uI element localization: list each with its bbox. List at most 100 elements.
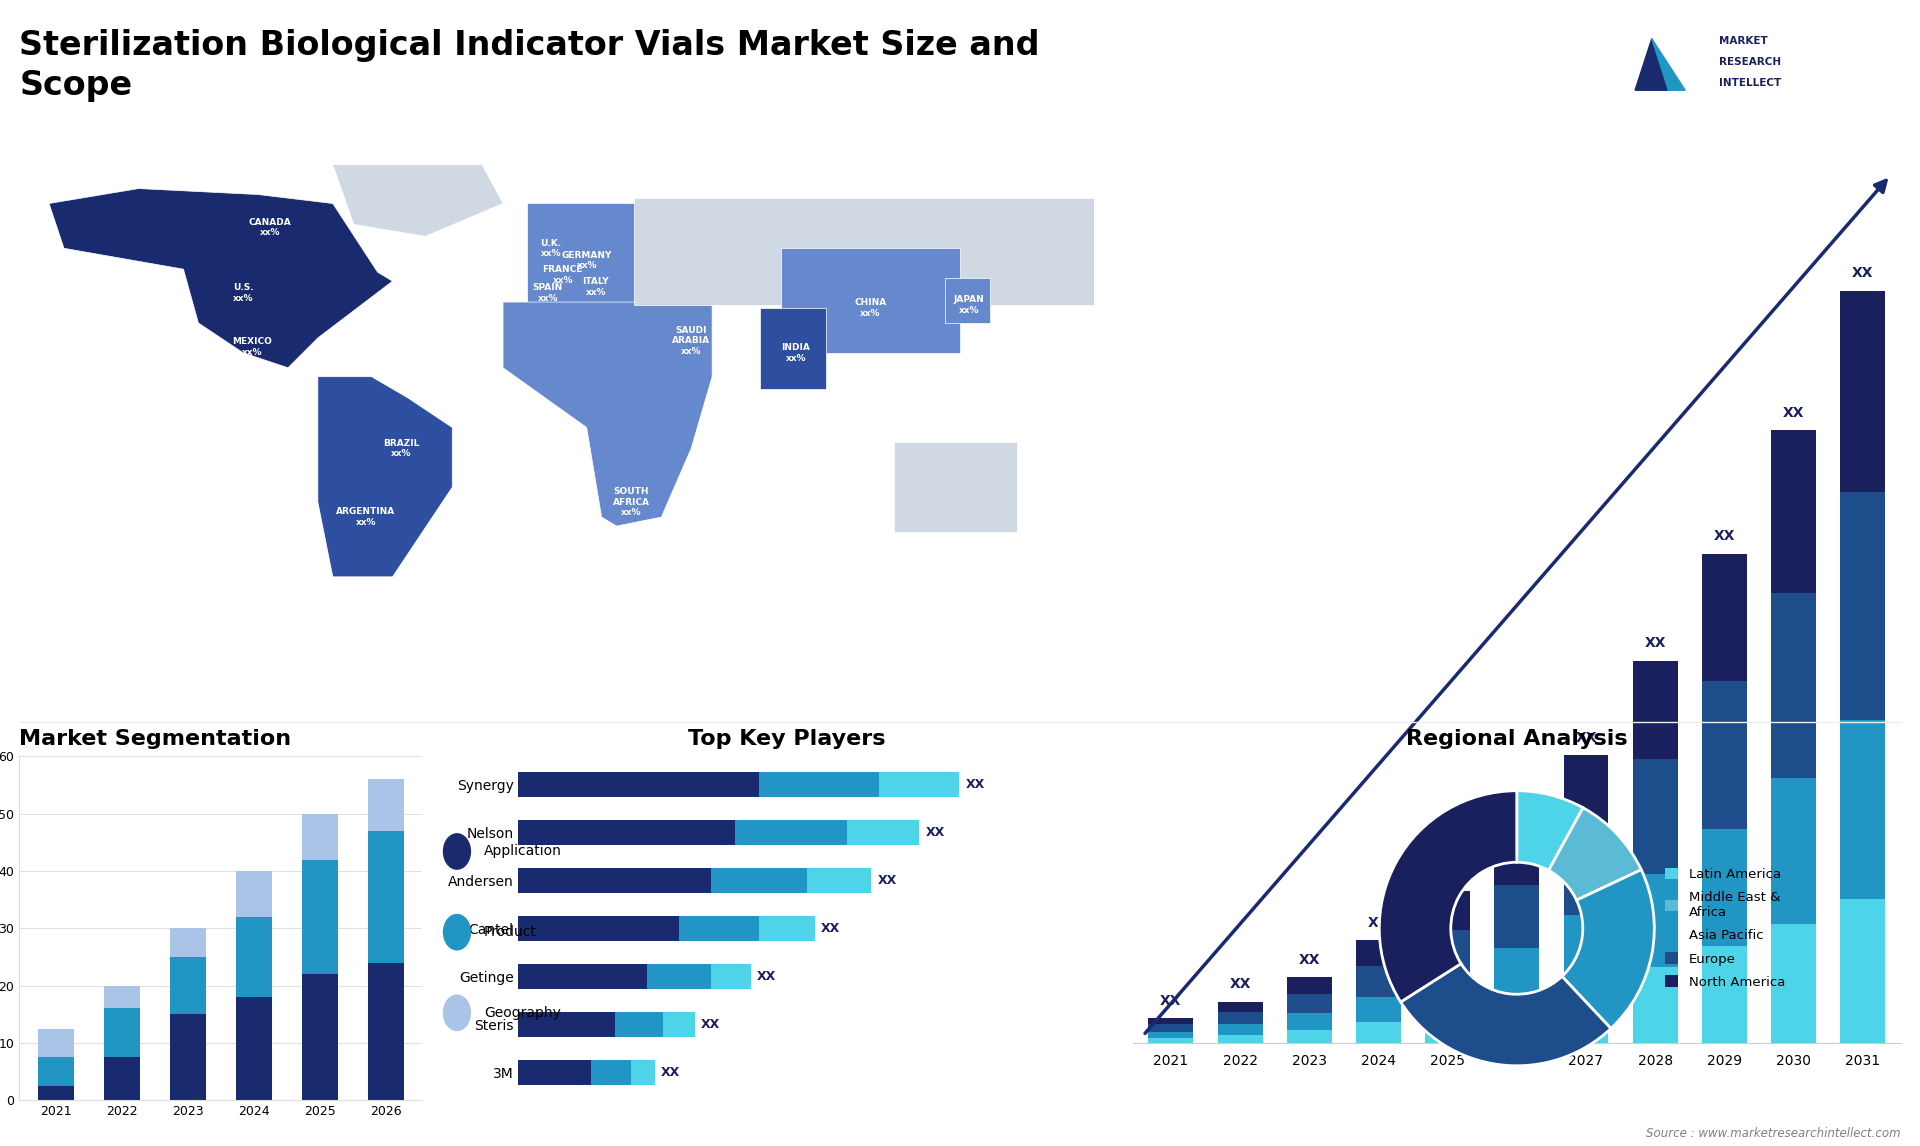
Text: MARKET: MARKET bbox=[1718, 37, 1766, 46]
Bar bbox=[1148, 1031, 1194, 1038]
Bar bbox=[1770, 924, 1816, 1043]
Wedge shape bbox=[1402, 964, 1611, 1066]
Text: XX: XX bbox=[1229, 978, 1250, 991]
Bar bbox=[1563, 755, 1609, 829]
Bar bbox=[1632, 967, 1678, 1043]
Bar bbox=[1148, 1018, 1194, 1025]
Bar bbox=[518, 772, 758, 796]
Text: XX: XX bbox=[877, 873, 897, 887]
Bar bbox=[169, 957, 205, 1014]
Bar bbox=[591, 1060, 630, 1084]
Title: Regional Analysis: Regional Analysis bbox=[1405, 729, 1628, 749]
Bar bbox=[369, 779, 403, 831]
Text: Market Segmentation: Market Segmentation bbox=[19, 729, 292, 749]
Bar bbox=[1356, 940, 1402, 966]
Legend: Latin America, Middle East &
Africa, Asia Pacific, Europe, North America: Latin America, Middle East & Africa, Asi… bbox=[1661, 864, 1789, 992]
Bar bbox=[1286, 1013, 1332, 1030]
Bar bbox=[301, 860, 338, 974]
Bar bbox=[1217, 1002, 1263, 1012]
Bar bbox=[1839, 492, 1885, 720]
Bar bbox=[1701, 554, 1747, 681]
Text: XX: XX bbox=[1436, 866, 1459, 880]
Bar bbox=[662, 1012, 695, 1037]
Polygon shape bbox=[50, 189, 392, 368]
Bar bbox=[1356, 966, 1402, 997]
Bar bbox=[38, 1029, 73, 1057]
Bar bbox=[38, 1086, 73, 1100]
Bar bbox=[104, 1008, 140, 1057]
Text: XX: XX bbox=[1574, 731, 1597, 745]
Bar bbox=[301, 814, 338, 860]
Bar bbox=[369, 831, 403, 963]
Bar bbox=[1286, 994, 1332, 1013]
Polygon shape bbox=[332, 165, 503, 236]
Polygon shape bbox=[526, 204, 676, 305]
Bar bbox=[614, 1012, 662, 1037]
Text: INDIA
xx%: INDIA xx% bbox=[781, 343, 810, 362]
Bar bbox=[518, 868, 710, 893]
Bar bbox=[104, 1057, 140, 1100]
Polygon shape bbox=[503, 303, 712, 526]
Text: SOUTH
AFRICA
xx%: SOUTH AFRICA xx% bbox=[612, 487, 651, 517]
Bar bbox=[1425, 975, 1471, 1012]
Wedge shape bbox=[1517, 791, 1584, 871]
Text: INTELLECT: INTELLECT bbox=[1718, 78, 1782, 87]
Bar bbox=[758, 772, 879, 796]
Bar bbox=[1839, 898, 1885, 1043]
Text: GERMANY
xx%: GERMANY xx% bbox=[561, 251, 612, 270]
Bar bbox=[236, 871, 273, 917]
Bar bbox=[1494, 885, 1540, 948]
Bar bbox=[1770, 778, 1816, 924]
Bar bbox=[1701, 829, 1747, 947]
Bar bbox=[1770, 430, 1816, 592]
Bar bbox=[1839, 720, 1885, 898]
Bar bbox=[1356, 997, 1402, 1022]
Text: U.K.
xx%: U.K. xx% bbox=[540, 238, 561, 258]
Text: XX: XX bbox=[1715, 529, 1736, 543]
Text: FRANCE
xx%: FRANCE xx% bbox=[543, 266, 584, 285]
Bar bbox=[1839, 290, 1885, 492]
Bar bbox=[1148, 1038, 1194, 1043]
Text: XX: XX bbox=[822, 921, 841, 935]
Text: JAPAN
xx%: JAPAN xx% bbox=[954, 296, 985, 315]
Wedge shape bbox=[1379, 791, 1517, 1002]
Text: XX: XX bbox=[701, 1018, 720, 1030]
Bar bbox=[301, 974, 338, 1100]
Bar bbox=[1563, 829, 1609, 916]
Wedge shape bbox=[1549, 808, 1642, 900]
Polygon shape bbox=[760, 308, 826, 388]
Text: XX: XX bbox=[1784, 406, 1805, 421]
Text: SAUDI
ARABIA
xx%: SAUDI ARABIA xx% bbox=[672, 325, 710, 355]
Text: XX: XX bbox=[1160, 994, 1181, 1008]
Bar bbox=[806, 868, 872, 893]
Bar bbox=[518, 1060, 591, 1084]
Text: Source : www.marketresearchintellect.com: Source : www.marketresearchintellect.com bbox=[1645, 1128, 1901, 1140]
Bar bbox=[710, 964, 751, 989]
Bar bbox=[1217, 1012, 1263, 1025]
Bar bbox=[1356, 1022, 1402, 1043]
Bar bbox=[847, 819, 920, 845]
Bar bbox=[518, 1012, 614, 1037]
Bar bbox=[369, 963, 403, 1100]
Bar bbox=[518, 819, 735, 845]
Bar bbox=[1701, 681, 1747, 829]
Text: CHINA
xx%: CHINA xx% bbox=[854, 298, 887, 317]
Bar bbox=[1632, 759, 1678, 874]
Title: Top Key Players: Top Key Players bbox=[689, 729, 885, 749]
Bar bbox=[518, 916, 678, 941]
Text: XX: XX bbox=[660, 1066, 680, 1078]
Bar bbox=[630, 1060, 655, 1084]
Bar bbox=[104, 986, 140, 1008]
Bar bbox=[1425, 1012, 1471, 1043]
Bar bbox=[1563, 986, 1609, 1043]
Bar bbox=[1632, 874, 1678, 967]
Bar bbox=[678, 916, 758, 941]
Circle shape bbox=[444, 915, 470, 950]
Polygon shape bbox=[319, 377, 453, 576]
Bar bbox=[1217, 1035, 1263, 1043]
Bar bbox=[1494, 948, 1540, 999]
Text: Sterilization Biological Indicator Vials Market Size and
Scope: Sterilization Biological Indicator Vials… bbox=[19, 29, 1041, 102]
Bar bbox=[169, 928, 205, 957]
Text: ARGENTINA
xx%: ARGENTINA xx% bbox=[336, 508, 396, 527]
Wedge shape bbox=[1563, 870, 1655, 1028]
